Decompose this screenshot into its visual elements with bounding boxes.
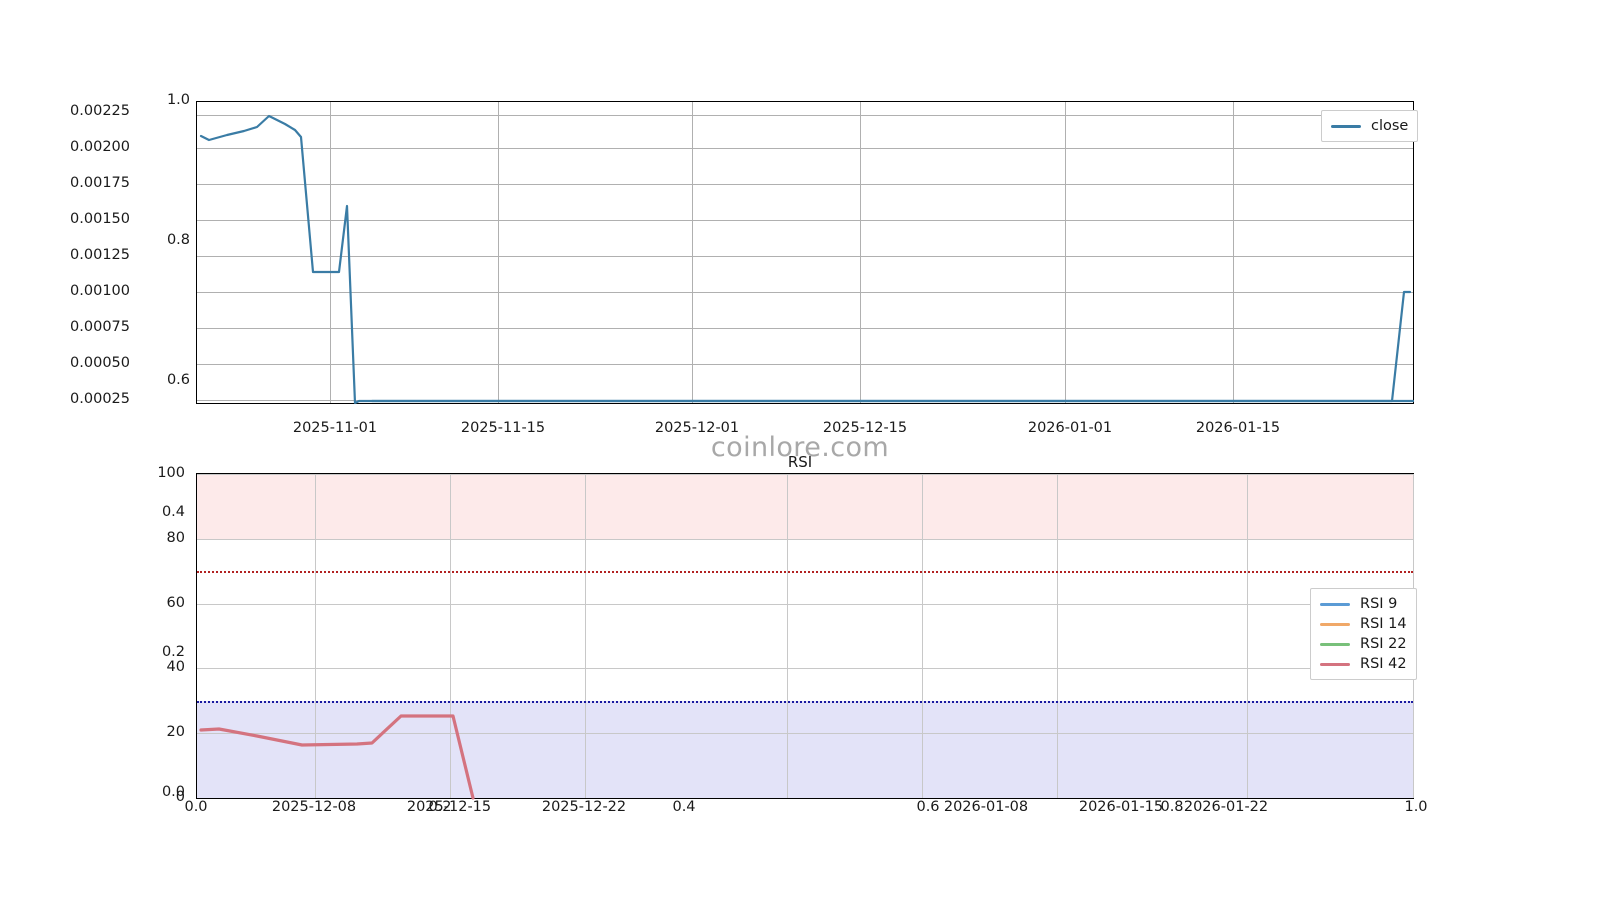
rsi-ytick: 80 — [166, 530, 185, 546]
price-ytick: 0.00075 — [70, 319, 130, 335]
rsi-xtick-secondary: 0.6 — [916, 799, 940, 815]
rsi-ytick-secondary: 0.0 — [161, 784, 185, 800]
gridline — [450, 474, 451, 798]
rsi-ytick-secondary: 0.2 — [161, 644, 185, 660]
price-ytick: 0.00050 — [70, 355, 130, 371]
legend-label-close: close — [1371, 117, 1409, 134]
price-chart-legend[interactable]: close — [1321, 110, 1419, 142]
rsi-ytick: 20 — [166, 724, 185, 740]
oversold-level-line — [197, 701, 1413, 703]
legend-swatch-rsi14-icon — [1320, 622, 1350, 626]
overbought-band — [197, 474, 1413, 539]
rsi-xtick-secondary: 0.0 — [184, 799, 208, 815]
gridline — [197, 668, 1413, 669]
rsi-xtick: 2025-12-15 — [406, 799, 492, 815]
gridline — [197, 115, 1413, 116]
price-ytick: 0.00025 — [70, 391, 130, 407]
legend-item-rsi-9[interactable]: RSI 9 — [1320, 594, 1407, 614]
rsi42-line — [199, 714, 475, 800]
price-xtick: 2026-01-15 — [1195, 420, 1281, 436]
rsi-ytick: 100 — [157, 465, 185, 481]
rsi-xtick: 2026-01-22 — [1183, 799, 1269, 815]
gridline — [197, 474, 1413, 475]
overbought-level-line — [197, 571, 1413, 573]
rsi-ytick-secondary: 0.4 — [161, 504, 185, 520]
price-ytick: 0.00125 — [70, 247, 130, 263]
price-ytick: 0.00225 — [70, 103, 130, 119]
gridline — [498, 102, 499, 403]
gridline — [1057, 474, 1058, 798]
rsi-xtick: 2026-01-15 — [1078, 799, 1164, 815]
legend-item-rsi-42[interactable]: RSI 42 — [1320, 654, 1407, 674]
price-xtick: 2026-01-01 — [1027, 420, 1113, 436]
legend-label-rsi-9: RSI 9 — [1360, 595, 1398, 612]
rsi-xtick: 2026-01-08 — [943, 799, 1029, 815]
price-ytick: 0.00100 — [70, 283, 130, 299]
gridline — [1233, 102, 1234, 403]
gridline — [197, 733, 1413, 734]
gridline — [197, 148, 1413, 149]
gridline — [197, 539, 1413, 540]
gridline — [330, 102, 331, 403]
legend-item-close[interactable]: close — [1331, 116, 1408, 136]
gridline — [197, 604, 1413, 605]
rsi-xtick-secondary: 1.0 — [1404, 799, 1428, 815]
price-xtick: 2025-12-01 — [654, 420, 740, 436]
rsi-ytick: 40 — [166, 659, 185, 675]
rsi-xtick-secondary: 0.2 — [428, 799, 452, 815]
legend-swatch-rsi42-icon — [1320, 662, 1350, 666]
price-xtick: 2025-11-15 — [460, 420, 546, 436]
price-xtick: 2025-12-15 — [822, 420, 908, 436]
gridline — [197, 328, 1413, 329]
gridline — [1247, 474, 1248, 798]
gridline — [860, 102, 861, 403]
gridline — [692, 102, 693, 403]
rsi-xtick: 2025-12-22 — [541, 799, 627, 815]
rsi-chart-legend[interactable]: RSI 9 RSI 14 RSI 22 RSI 42 — [1310, 588, 1417, 680]
price-ytick-secondary: 0.8 — [166, 232, 190, 248]
legend-label-rsi-14: RSI 14 — [1360, 615, 1407, 632]
watermark: coinlore.com — [710, 432, 890, 463]
gridline — [315, 474, 316, 798]
price-ytick-secondary: 1.0 — [166, 92, 190, 108]
price-ytick: 0.00200 — [70, 139, 130, 155]
rsi-ytick: 60 — [166, 595, 185, 611]
gridline — [197, 364, 1413, 365]
close-price-line — [199, 114, 1415, 405]
gridline — [197, 184, 1413, 185]
gridline — [197, 292, 1413, 293]
price-ytick-secondary: 0.6 — [166, 372, 190, 388]
gridline — [922, 474, 923, 798]
gridline — [787, 474, 788, 798]
rsi-xtick-secondary: 0.8 — [1160, 799, 1184, 815]
legend-swatch-rsi22-icon — [1320, 642, 1350, 646]
legend-swatch-rsi9-icon — [1320, 602, 1350, 606]
rsi-ytick: 0 — [175, 789, 185, 805]
legend-label-rsi-42: RSI 42 — [1360, 655, 1407, 672]
legend-label-rsi-22: RSI 22 — [1360, 635, 1407, 652]
price-chart-panel — [196, 101, 1415, 405]
legend-item-rsi-14[interactable]: RSI 14 — [1320, 614, 1407, 634]
gridline — [197, 256, 1413, 257]
price-ytick: 0.00150 — [70, 211, 130, 227]
gridline — [1065, 102, 1066, 403]
rsi-xtick-secondary: 0.4 — [672, 799, 696, 815]
price-ytick: 0.00175 — [70, 175, 130, 191]
rsi-xtick: 2025-12-08 — [271, 799, 357, 815]
gridline — [585, 474, 586, 798]
legend-swatch-close-icon — [1331, 124, 1361, 128]
rsi-chart-panel — [196, 473, 1414, 800]
price-xtick: 2025-11-01 — [292, 420, 378, 436]
gridline — [197, 220, 1413, 221]
legend-item-rsi-22[interactable]: RSI 22 — [1320, 634, 1407, 654]
rsi-chart-title: RSI — [787, 453, 813, 471]
